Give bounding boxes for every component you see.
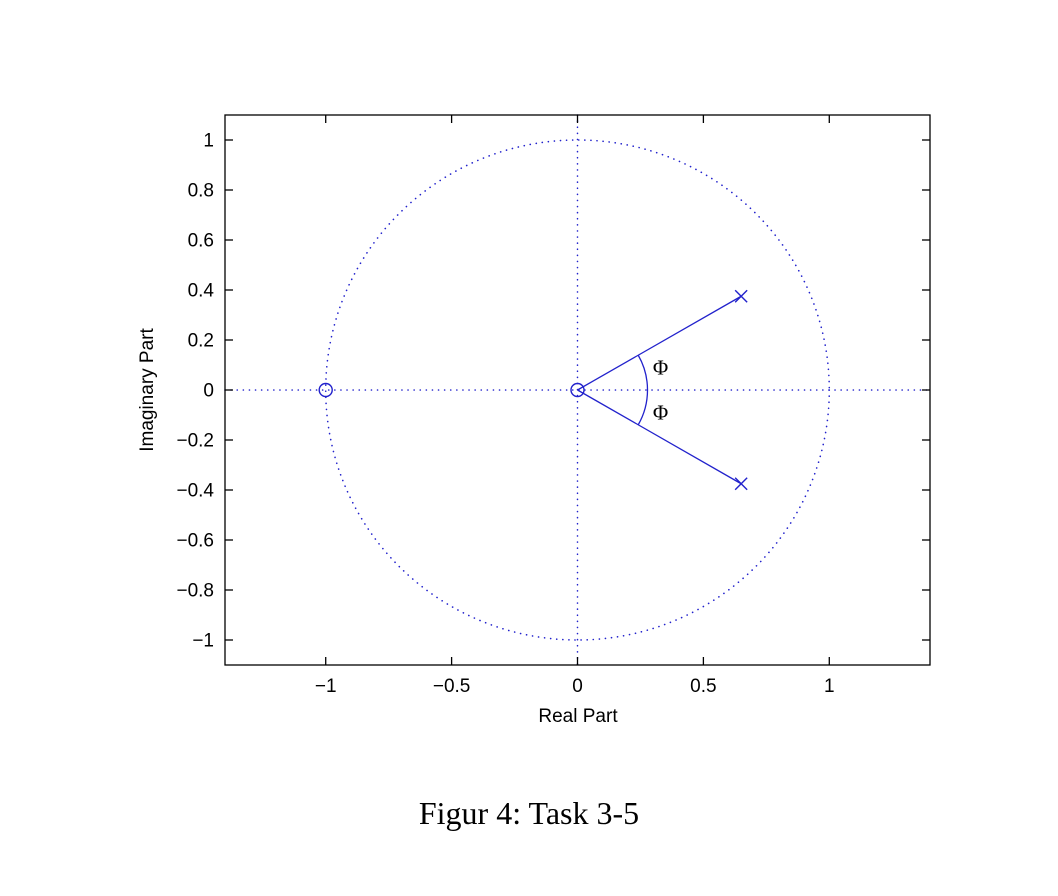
x-tick-label: −1 <box>315 676 337 697</box>
y-tick-label: 0.2 <box>188 331 214 352</box>
y-tick-label: 1 <box>203 131 214 152</box>
zero-marker-0 <box>318 382 333 398</box>
y-tick-label: 0.6 <box>188 231 214 252</box>
y-tick-label: −0.2 <box>176 431 214 452</box>
x-tick-label: 1 <box>824 676 835 697</box>
y-tick-label: −1 <box>192 631 214 652</box>
x-tick-label: −0.5 <box>433 676 471 697</box>
y-axis-label: Imaginary Part <box>137 328 158 452</box>
y-tick-label: 0.4 <box>188 281 215 302</box>
pole-marker-1 <box>734 477 748 491</box>
angle-label-0: Φ <box>653 356 668 380</box>
pole-vector-0 <box>577 295 742 391</box>
figure-caption: Figur 4: Task 3-5 <box>418 795 640 831</box>
x-axis-label: Real Part <box>538 706 618 727</box>
y-tick-label: −0.6 <box>176 531 214 552</box>
y-tick-label: −0.8 <box>176 581 214 602</box>
x-tick-label: 0 <box>572 676 583 697</box>
y-tick-label: 0 <box>203 381 214 402</box>
y-tick-label: 0.8 <box>188 181 214 202</box>
pole-marker-0 <box>734 289 748 303</box>
angle-label-1: Φ <box>653 400 668 424</box>
unit-circle <box>324 139 831 641</box>
angle-arc-0 <box>637 354 649 391</box>
x-tick-label: 0.5 <box>690 676 716 697</box>
pole-vector-1 <box>577 389 742 485</box>
angle-arc-1 <box>637 389 649 426</box>
y-tick-label: −0.4 <box>176 481 214 502</box>
zero-marker-1 <box>570 382 585 398</box>
